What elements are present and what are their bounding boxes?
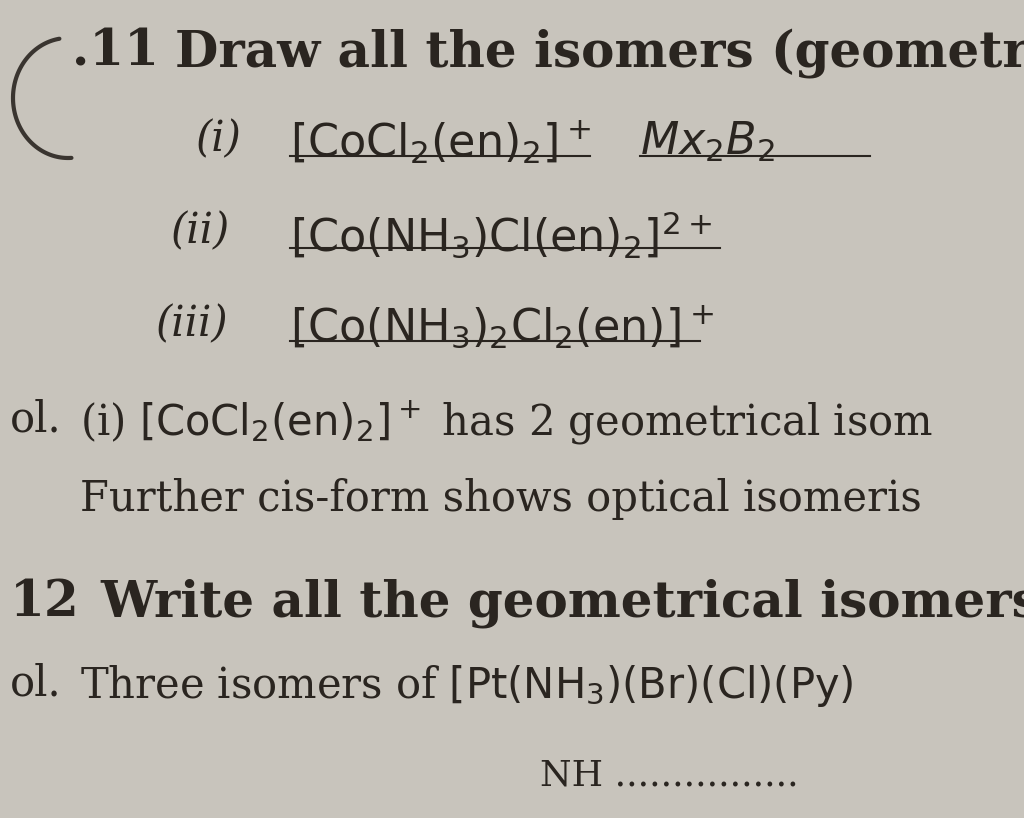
Text: (iii): (iii) — [155, 303, 227, 345]
Text: $[\mathrm{Co(NH_3)_2Cl_2(en)}]^+$: $[\mathrm{Co(NH_3)_2Cl_2(en)}]^+$ — [290, 303, 714, 350]
Text: 12: 12 — [10, 578, 80, 627]
Text: Write all the geometrical isomers of [: Write all the geometrical isomers of [ — [100, 578, 1024, 627]
Text: (i) $[\mathrm{CoCl_2(en)_2}]^+$ has 2 geometrical isom: (i) $[\mathrm{CoCl_2(en)_2}]^+$ has 2 ge… — [80, 398, 933, 446]
Text: ol.: ol. — [10, 663, 61, 705]
Text: (i): (i) — [195, 118, 241, 160]
Text: Three isomers of $[\mathrm{Pt(NH_3)(Br)(Cl)(Py)}$: Three isomers of $[\mathrm{Pt(NH_3)(Br)(… — [80, 663, 854, 709]
Text: ol.: ol. — [10, 398, 61, 440]
Text: Further cis-form shows optical isomeris: Further cis-form shows optical isomeris — [80, 478, 922, 520]
Text: $Mx_2B_2$: $Mx_2B_2$ — [640, 120, 775, 164]
Text: NH ................: NH ................ — [540, 758, 799, 792]
Text: $[\mathrm{CoCl_2(en)_2}]^+$: $[\mathrm{CoCl_2(en)_2}]^+$ — [290, 118, 591, 165]
Text: Draw all the isomers (geometrical and o: Draw all the isomers (geometrical and o — [175, 28, 1024, 78]
Text: (ii): (ii) — [170, 210, 229, 252]
Text: $[\mathrm{Co(NH_3)Cl(en)_2}]^{2+}$: $[\mathrm{Co(NH_3)Cl(en)_2}]^{2+}$ — [290, 210, 712, 261]
Text: .11: .11 — [72, 28, 159, 77]
